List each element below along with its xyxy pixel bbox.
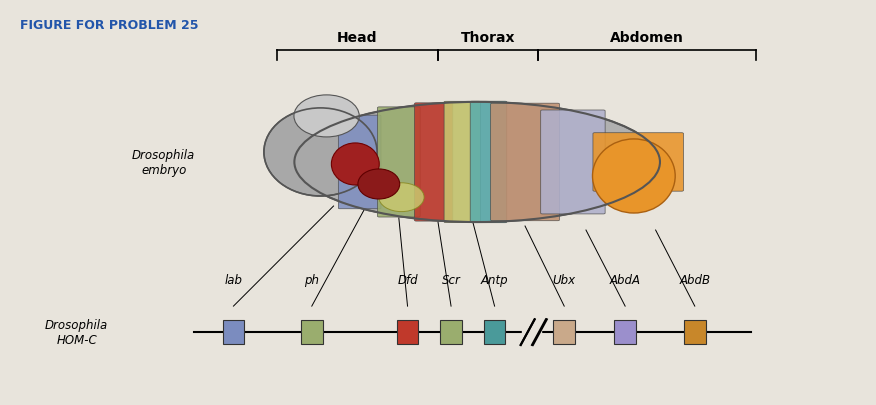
Bar: [684, 320, 706, 344]
Text: FIGURE FOR PROBLEM 25: FIGURE FOR PROBLEM 25: [20, 19, 199, 32]
Bar: [614, 320, 636, 344]
FancyBboxPatch shape: [491, 104, 560, 221]
Text: Dfd: Dfd: [397, 273, 418, 286]
Text: Head: Head: [337, 31, 378, 45]
Bar: [397, 320, 419, 344]
FancyBboxPatch shape: [414, 104, 453, 222]
Text: Drosophila
HOM-C: Drosophila HOM-C: [46, 318, 109, 346]
Bar: [440, 320, 462, 344]
FancyBboxPatch shape: [593, 133, 683, 192]
FancyBboxPatch shape: [378, 108, 420, 217]
Ellipse shape: [264, 109, 377, 196]
Bar: [554, 320, 576, 344]
Text: Drosophila
embryо: Drosophila embryо: [132, 149, 195, 177]
Text: ph: ph: [304, 273, 319, 286]
Bar: [300, 320, 322, 344]
FancyBboxPatch shape: [444, 102, 481, 223]
Bar: [484, 320, 505, 344]
Text: Antp: Antp: [481, 273, 508, 286]
Ellipse shape: [378, 183, 424, 212]
Bar: [223, 320, 244, 344]
FancyBboxPatch shape: [540, 111, 605, 214]
Ellipse shape: [358, 170, 399, 200]
Ellipse shape: [592, 140, 675, 213]
Text: AbdB: AbdB: [679, 273, 710, 286]
Ellipse shape: [294, 96, 359, 138]
FancyBboxPatch shape: [470, 102, 506, 223]
Ellipse shape: [294, 102, 660, 222]
Ellipse shape: [331, 144, 379, 185]
Text: Thorax: Thorax: [461, 31, 515, 45]
Text: Abdomen: Abdomen: [610, 31, 684, 45]
Text: AbdA: AbdA: [610, 273, 640, 286]
FancyBboxPatch shape: [338, 116, 381, 209]
Text: Scr: Scr: [442, 273, 461, 286]
Text: lab: lab: [224, 273, 243, 286]
Text: Ubx: Ubx: [553, 273, 576, 286]
